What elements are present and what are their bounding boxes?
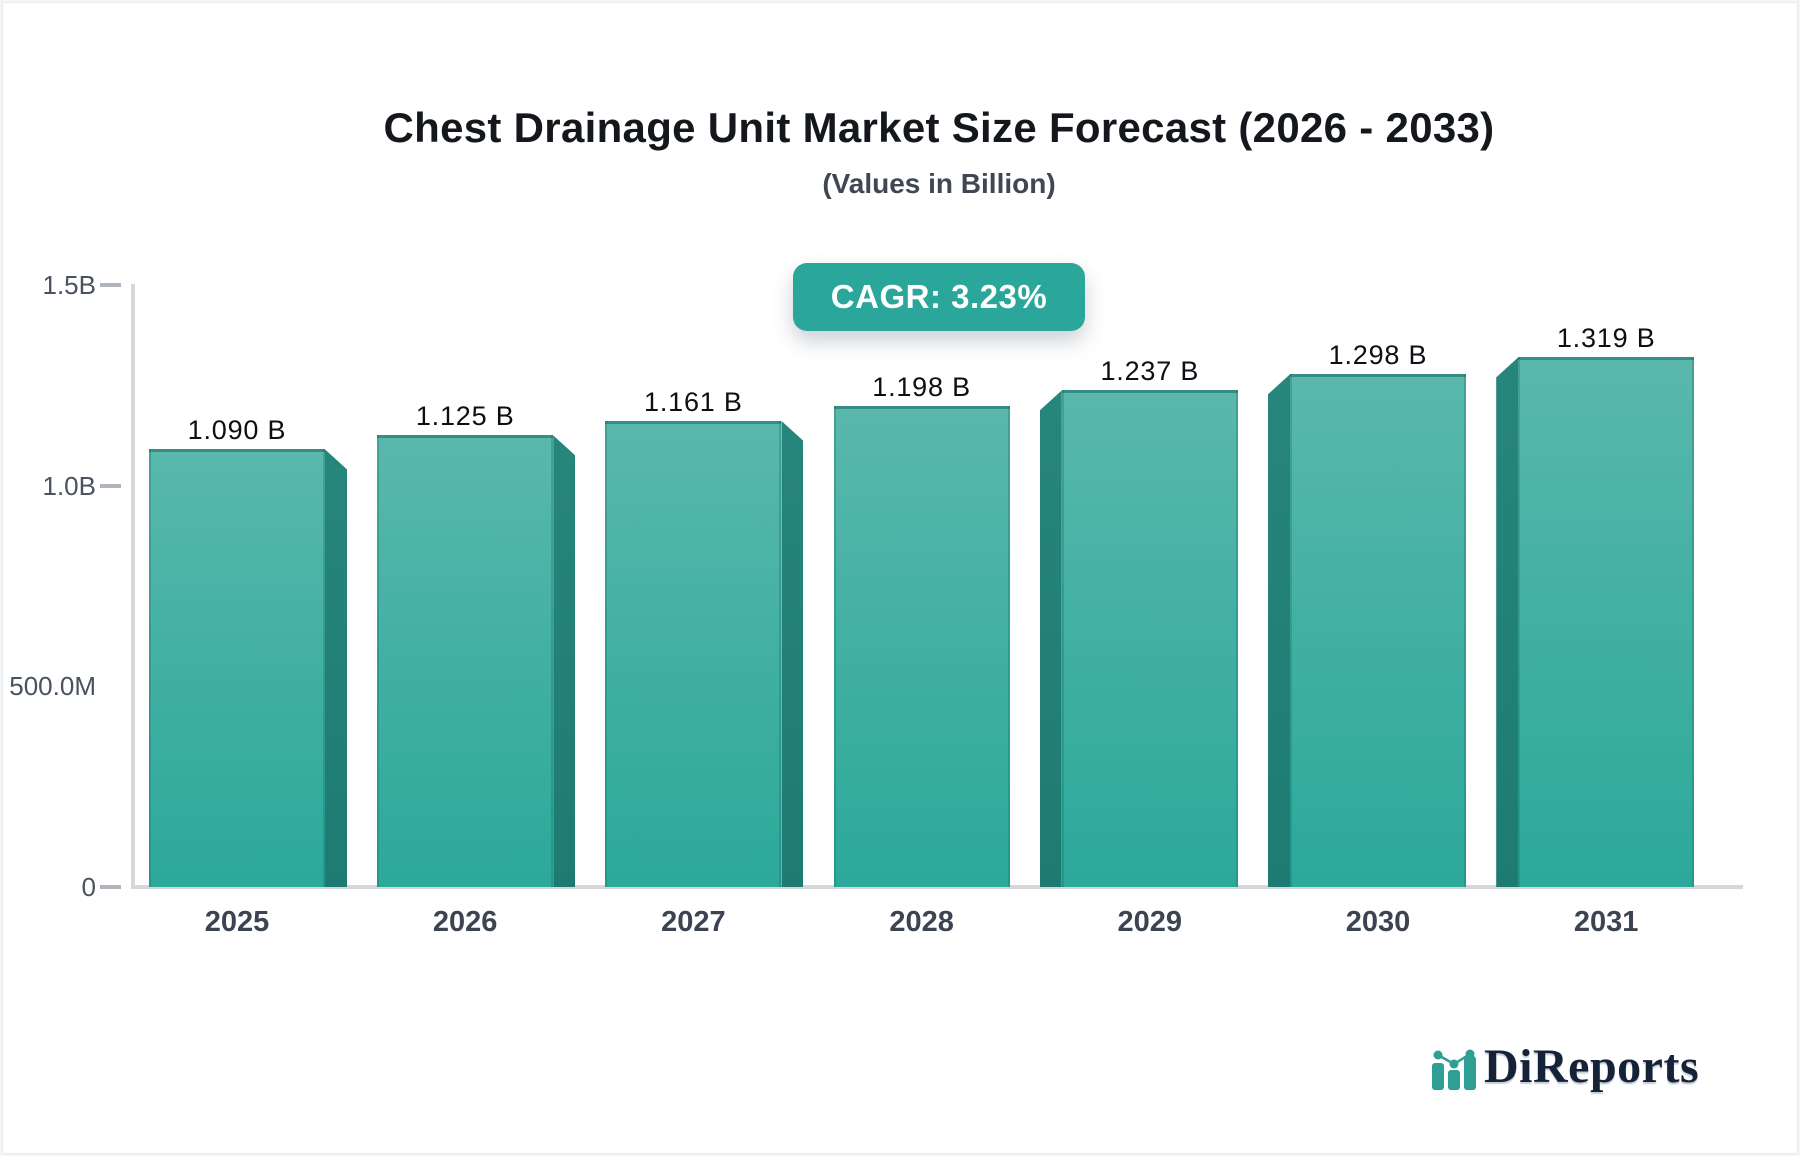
cagr-badge: CAGR: 3.23% — [792, 263, 1086, 331]
bar-value-label: 1.319 B — [1556, 323, 1656, 354]
bar-side-face-2030 — [1268, 374, 1290, 887]
bar-side-face-2029 — [1039, 390, 1062, 887]
brand-logo: DiReports — [1428, 1034, 1699, 1092]
brand-logo-icon — [1432, 1049, 1476, 1090]
bar-2026 — [377, 435, 554, 887]
x-tick-label: 2026 — [432, 906, 498, 938]
bar-2031 — [1518, 357, 1695, 887]
y-tick-label: 1.0B — [42, 470, 97, 501]
page-title: Chest Drainage Unit Market Size Forecast… — [383, 104, 1495, 151]
bar-value-label: 1.125 B — [415, 401, 515, 432]
brand-name: DiReports — [1484, 1040, 1700, 1093]
bar-value-label: 1.090 B — [187, 415, 287, 446]
y-tick-dash — [100, 885, 121, 889]
y-tick-dash — [100, 282, 121, 287]
x-tick-label: 2027 — [661, 906, 726, 938]
bar-2029 — [1061, 390, 1238, 887]
y-tick-dash — [100, 483, 121, 488]
bar-2027 — [605, 420, 782, 887]
y-tick-label: 500.0M — [9, 671, 96, 702]
x-tick-label: 2025 — [204, 906, 270, 938]
x-tick-label: 2031 — [1573, 906, 1639, 938]
cagr-badge-wrap: CAGR: 3.23% — [133, 263, 1745, 331]
page-subtitle: (Values in Billion) — [822, 168, 1056, 199]
bar-2030 — [1290, 374, 1466, 887]
bar-2028 — [833, 406, 1010, 887]
bar-side-face-2027 — [781, 420, 804, 887]
bar-2025 — [149, 449, 325, 887]
bar-value-label: 1.198 B — [872, 372, 971, 402]
x-tick-label: 2028 — [889, 906, 954, 938]
bar-side-face-2025 — [325, 449, 347, 887]
y-tick-label: 1.5B — [42, 269, 97, 300]
bar-value-label: 1.298 B — [1328, 340, 1428, 371]
y-axis-line — [131, 284, 135, 889]
y-tick-label: 0 — [81, 872, 96, 902]
bar-value-label: 1.237 B — [1100, 356, 1200, 387]
bar-side-face-2031 — [1496, 357, 1519, 887]
x-tick-label: 2030 — [1345, 906, 1411, 938]
bar-value-label: 1.161 B — [644, 386, 743, 417]
x-tick-label: 2029 — [1117, 906, 1183, 938]
x-axis-line — [131, 885, 1743, 889]
bar-side-face-2026 — [553, 435, 576, 887]
